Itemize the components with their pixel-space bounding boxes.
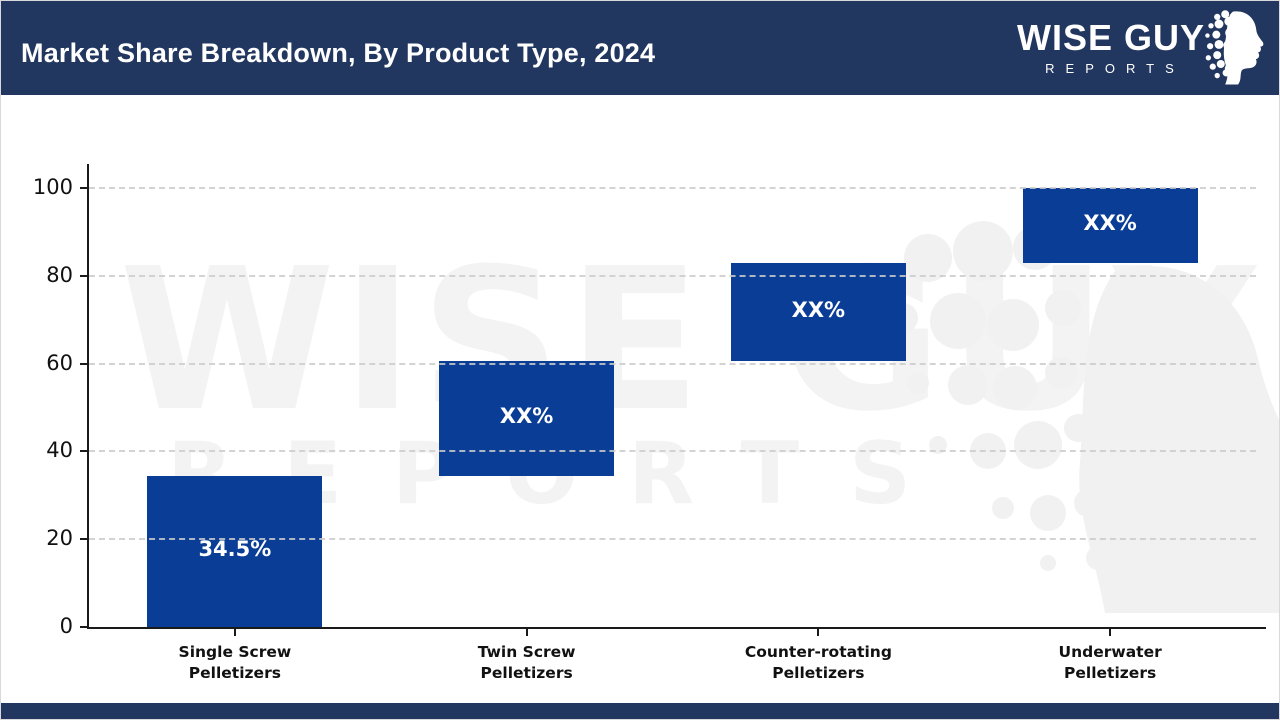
x-category-label-2: Twin Screw Pelletizers xyxy=(412,642,642,684)
x-category-label-line: Pelletizers xyxy=(188,664,281,682)
gridline-40 xyxy=(89,450,1256,453)
chart-title: Market Share Breakdown, By Product Type,… xyxy=(21,37,656,68)
y-tick-100 xyxy=(80,187,88,189)
y-tick-label-40: 40 xyxy=(46,438,73,463)
x-category-label-3: Counter-rotating Pelletizers xyxy=(703,642,933,684)
logo-head-icon xyxy=(1205,10,1264,85)
logo-wordmark-secondary: REPORTS xyxy=(1045,61,1185,76)
bar-2 xyxy=(439,361,615,476)
y-tick-60 xyxy=(80,362,88,365)
bar-3 xyxy=(730,262,906,362)
x-tick-2 xyxy=(525,629,528,636)
footer-bar xyxy=(1,703,1279,719)
x-tick-4 xyxy=(1109,629,1112,636)
x-category-label-line: Pelletizers xyxy=(480,664,573,682)
y-tick-40 xyxy=(80,450,88,453)
y-tick-label-20: 20 xyxy=(46,526,73,551)
bar-value-label-2: XX% xyxy=(499,404,554,429)
bar-value-label-4: XX% xyxy=(1083,211,1137,236)
x-category-label-line: Single Screw xyxy=(178,643,292,661)
y-tick-0 xyxy=(80,626,88,628)
bar-1 xyxy=(147,475,323,627)
logo-wordmark-primary: WISE GUY xyxy=(1016,17,1205,58)
x-category-label-1: Single Screw Pelletizers xyxy=(120,642,350,684)
brand-logo: WISE GUY REPORTS xyxy=(1017,8,1279,88)
watermark-head-icon xyxy=(888,221,1279,613)
x-tick-3 xyxy=(817,629,820,636)
y-axis-line xyxy=(87,164,89,629)
header-bar: Market Share Breakdown, By Product Type,… xyxy=(1,1,1279,95)
x-axis-line xyxy=(87,627,1266,629)
y-tick-20 xyxy=(80,538,88,541)
x-category-label-line: Counter-rotating xyxy=(744,643,892,661)
gridline-60 xyxy=(89,362,1256,365)
y-tick-label-60: 60 xyxy=(46,350,73,375)
bar-value-label-1: 34.5% xyxy=(198,537,272,562)
gridline-20 xyxy=(89,538,1256,541)
x-category-label-line: Twin Screw xyxy=(477,643,576,661)
gridline-100 xyxy=(89,187,1256,189)
x-category-label-line: Pelletizers xyxy=(1064,664,1157,682)
y-tick-80 xyxy=(80,274,88,277)
x-category-label-line: Underwater xyxy=(1058,643,1162,661)
logo-wordmark: WISE GUY REPORTS xyxy=(1016,17,1205,77)
y-tick-label-0: 0 xyxy=(59,614,73,638)
waterfall-chart: WISE GUY REPORTS 02040608010034.5%Single… xyxy=(1,95,1279,703)
x-tick-1 xyxy=(233,629,236,636)
y-tick-label-80: 80 xyxy=(46,262,73,287)
bar-value-label-3: XX% xyxy=(791,298,846,323)
x-category-label-line: Pelletizers xyxy=(772,664,865,682)
gridline-80 xyxy=(89,274,1256,277)
x-category-label-4: Underwater Pelletizers xyxy=(995,642,1225,684)
y-tick-label-100: 100 xyxy=(32,175,73,199)
bar-4 xyxy=(1022,188,1198,263)
